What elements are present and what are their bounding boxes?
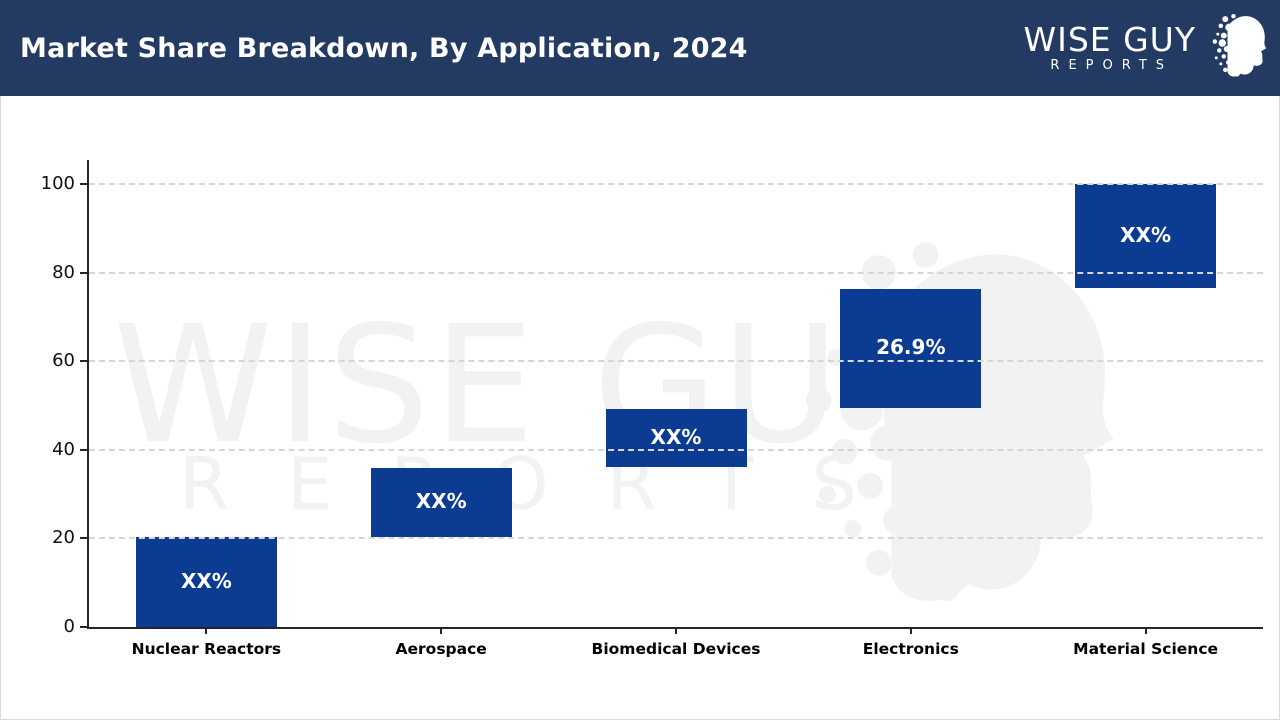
brand-face-icon xyxy=(1188,7,1270,89)
chart-card: WISE GUY REPORTS XX% Nuclear Reactors XX% A… xyxy=(0,96,1280,720)
x-axis-line xyxy=(87,627,1263,629)
y-axis-tick-label: 100 xyxy=(40,173,75,195)
y-axis-tick xyxy=(80,360,87,363)
x-axis-category-label: Material Science xyxy=(1073,640,1219,658)
bar-segment xyxy=(1075,184,1217,289)
brand-wordmark: WISE GUY REPORTS xyxy=(1023,19,1196,74)
bar-value-label: XX% xyxy=(650,424,702,449)
bar-segment xyxy=(840,288,982,408)
bar-value-label: XX% xyxy=(180,569,232,594)
y-axis-tick-label: 60 xyxy=(52,350,75,372)
y-axis-tick-label: 20 xyxy=(52,527,75,549)
y-axis-line xyxy=(87,160,89,629)
chart-title: Market Share Breakdown, By Application, … xyxy=(20,32,748,64)
x-axis-tick xyxy=(675,627,677,634)
x-axis-tick xyxy=(909,627,912,634)
x-axis-tick xyxy=(1144,627,1147,634)
bar-value-label: XX% xyxy=(1120,223,1172,248)
x-axis-category-label: Nuclear Reactors xyxy=(131,640,282,658)
x-axis-category-label: Aerospace xyxy=(395,640,487,658)
brand-logo: WISE GUY REPORTS xyxy=(1023,7,1280,89)
bar-segment xyxy=(370,467,512,537)
gridline xyxy=(89,537,1263,540)
header-bar: Market Share Breakdown, By Application, … xyxy=(0,0,1280,96)
bar-value-label: 26.9% xyxy=(876,335,946,360)
bar-segment xyxy=(135,537,277,627)
gridline xyxy=(89,360,1263,363)
plot-area: XX% Nuclear Reactors XX% Aerospace XX% Biomed… xyxy=(1,96,1279,719)
y-axis-tick-label: 40 xyxy=(52,438,75,460)
brand-name: WISE GUY xyxy=(1023,19,1196,59)
y-axis-tick xyxy=(80,537,87,540)
y-axis-tick xyxy=(80,271,87,274)
x-axis-category-label: Biomedical Devices xyxy=(591,640,761,658)
gridline xyxy=(89,448,1263,451)
y-axis-tick xyxy=(80,626,87,628)
y-axis-tick-label: 80 xyxy=(52,261,75,283)
watermark-text: WISE GUY xyxy=(113,292,945,480)
x-axis-category-label: Electronics xyxy=(862,640,959,658)
x-axis-tick xyxy=(440,627,443,634)
bar-value-label: XX% xyxy=(415,489,467,514)
y-axis-tick xyxy=(80,448,87,451)
gridline xyxy=(89,183,1263,186)
y-axis-tick xyxy=(80,183,87,186)
brand-subtitle: REPORTS xyxy=(1050,58,1174,74)
x-axis-tick xyxy=(205,627,208,634)
y-axis-tick-label: 0 xyxy=(63,616,75,637)
gridline xyxy=(89,271,1263,274)
bar-segment xyxy=(605,408,747,467)
